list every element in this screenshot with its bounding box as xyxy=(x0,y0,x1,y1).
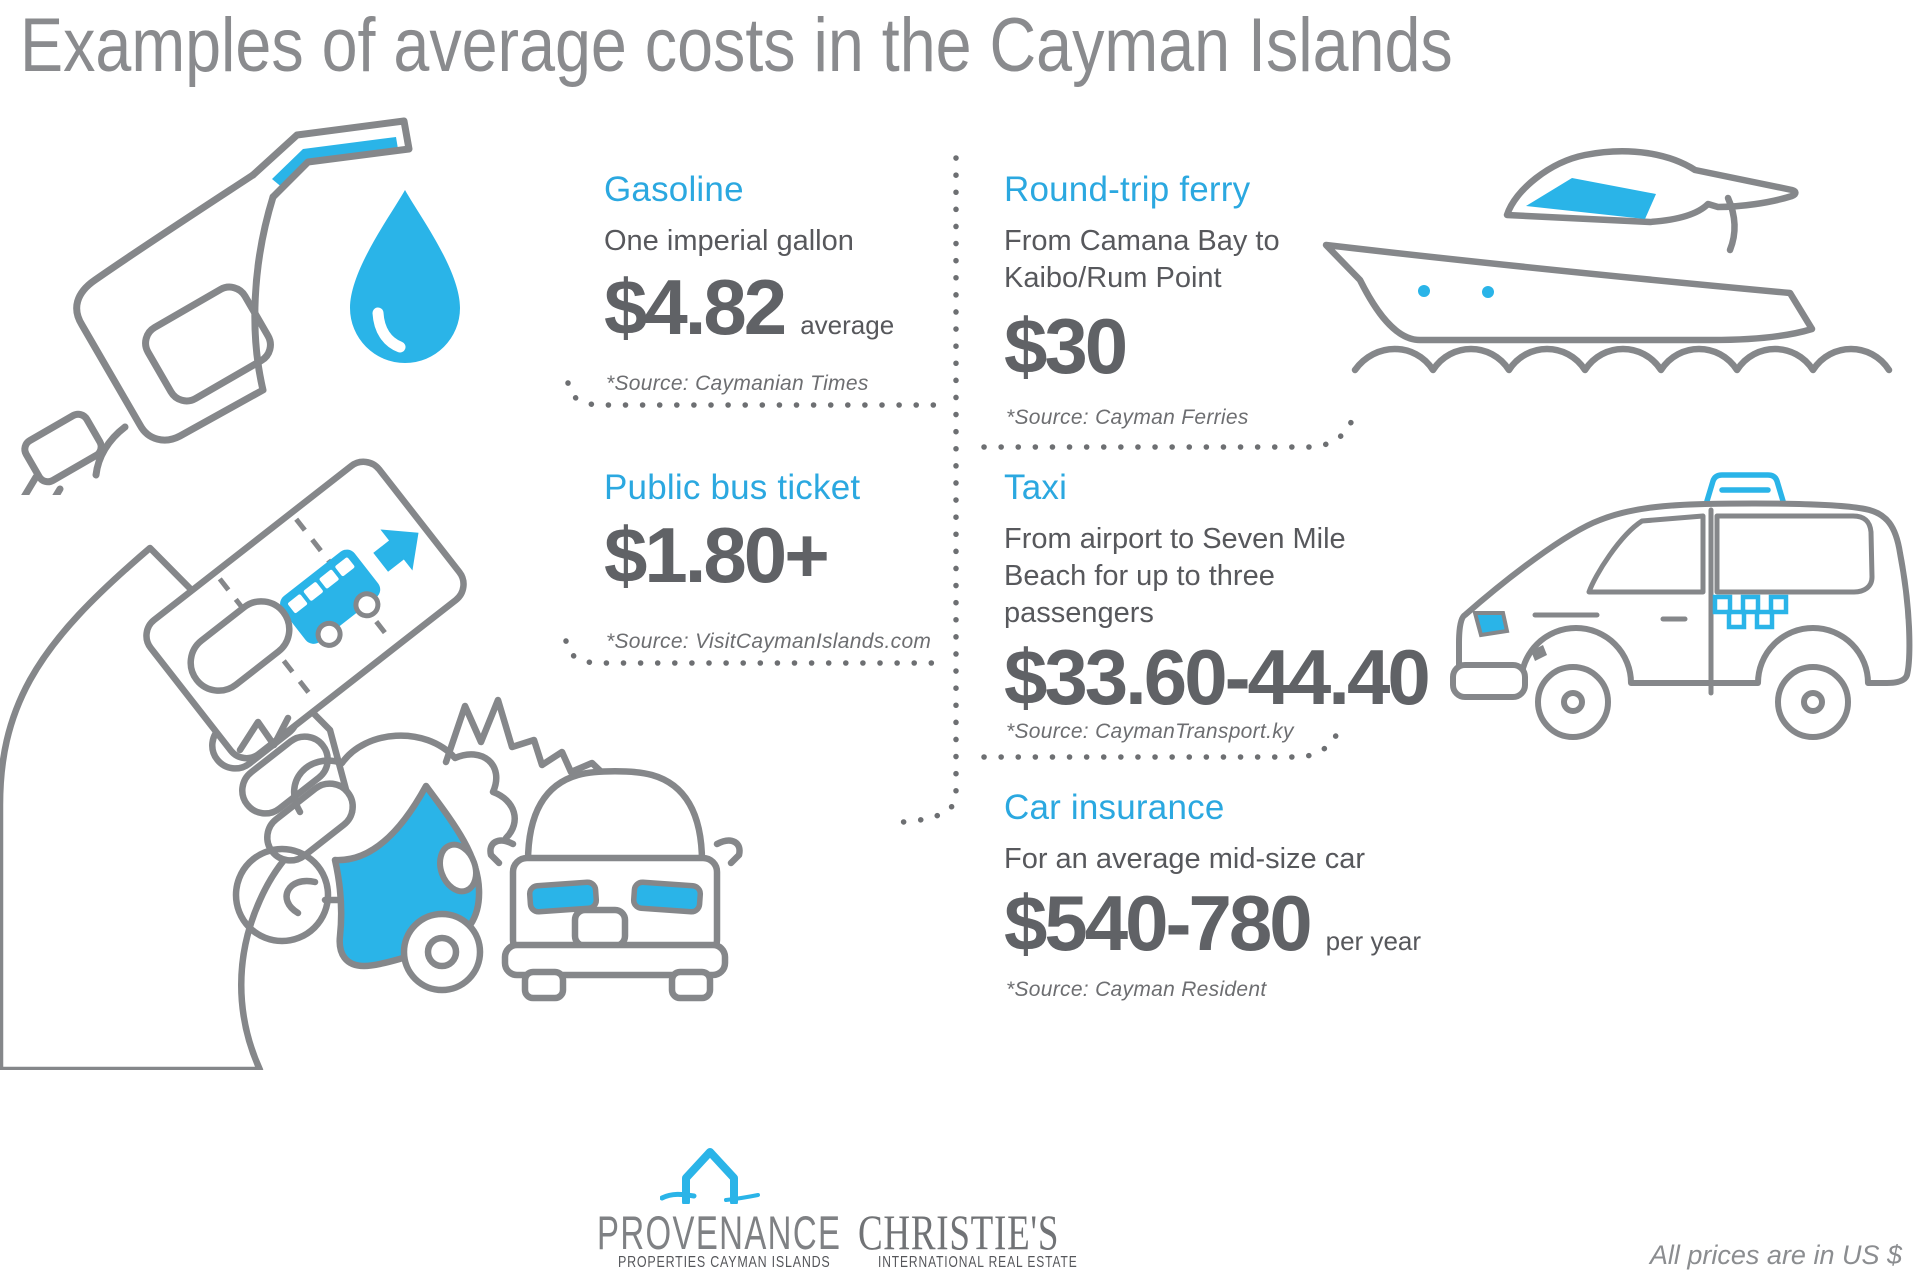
section-heading: Taxi xyxy=(1004,468,1068,507)
currency-note: All prices are in US $ xyxy=(1649,1240,1902,1270)
section-description: From Camana Bay to Kaibo/Rum Point xyxy=(1004,225,1280,294)
provenance-house-logo xyxy=(660,1148,760,1204)
price-suffix: average xyxy=(800,310,895,340)
section-taxi: Taxi From airport to Seven Mile Beach fo… xyxy=(1004,468,1431,723)
section-heading: Car insurance xyxy=(1004,788,1225,827)
section-description: From airport to Seven Mile Beach for up … xyxy=(1004,523,1346,629)
provenance-tagline: PROPERTIES CAYMAN ISLANDS xyxy=(618,1254,831,1271)
source-note: *Source: Cayman Ferries xyxy=(1006,406,1249,429)
crash-icon xyxy=(232,696,743,1002)
fuel-drop-icon xyxy=(350,190,460,363)
section-heading: Gasoline xyxy=(604,170,744,209)
source-note: *Source: VisitCaymanIslands.com xyxy=(606,630,932,653)
ferry-icon xyxy=(1322,147,1893,374)
price-value: $1.80+ xyxy=(604,511,830,599)
taxi-icon xyxy=(1450,472,1913,740)
source-note: *Source: CaymanTransport.ky xyxy=(1006,720,1294,743)
section-description: For an average mid-size car xyxy=(1004,843,1366,875)
section-bus: Public bus ticket $1.80+ xyxy=(604,468,860,601)
price-value: $33.60-44.40 xyxy=(1004,633,1431,721)
price-suffix: per year xyxy=(1325,926,1422,956)
price-value: $540-780 xyxy=(1004,879,1313,967)
christies-tagline: INTERNATIONAL REAL ESTATE xyxy=(878,1254,1078,1271)
section-ferry: Round-trip ferry From Camana Bay to Kaib… xyxy=(1004,170,1289,392)
price-value: $4.82 xyxy=(604,263,787,351)
provenance-logo-text: PROVENANCE xyxy=(597,1206,842,1259)
source-note: *Source: Caymanian Times xyxy=(606,372,869,395)
source-note: *Source: Cayman Resident xyxy=(1006,978,1267,1001)
price-value: $30 xyxy=(1004,302,1128,390)
section-gasoline: Gasoline One imperial gallon $4.82 avera… xyxy=(604,170,894,353)
section-heading: Round-trip ferry xyxy=(1004,170,1251,209)
page-title: Examples of average costs in the Cayman … xyxy=(20,3,1453,88)
fuel-nozzle-icon xyxy=(21,117,460,495)
section-car-insurance: Car insurance For an average mid-size ca… xyxy=(1004,788,1421,969)
section-description: One imperial gallon xyxy=(604,225,854,257)
section-heading: Public bus ticket xyxy=(604,468,861,507)
christies-logo-text: CHRISTIE'S xyxy=(858,1204,1060,1260)
